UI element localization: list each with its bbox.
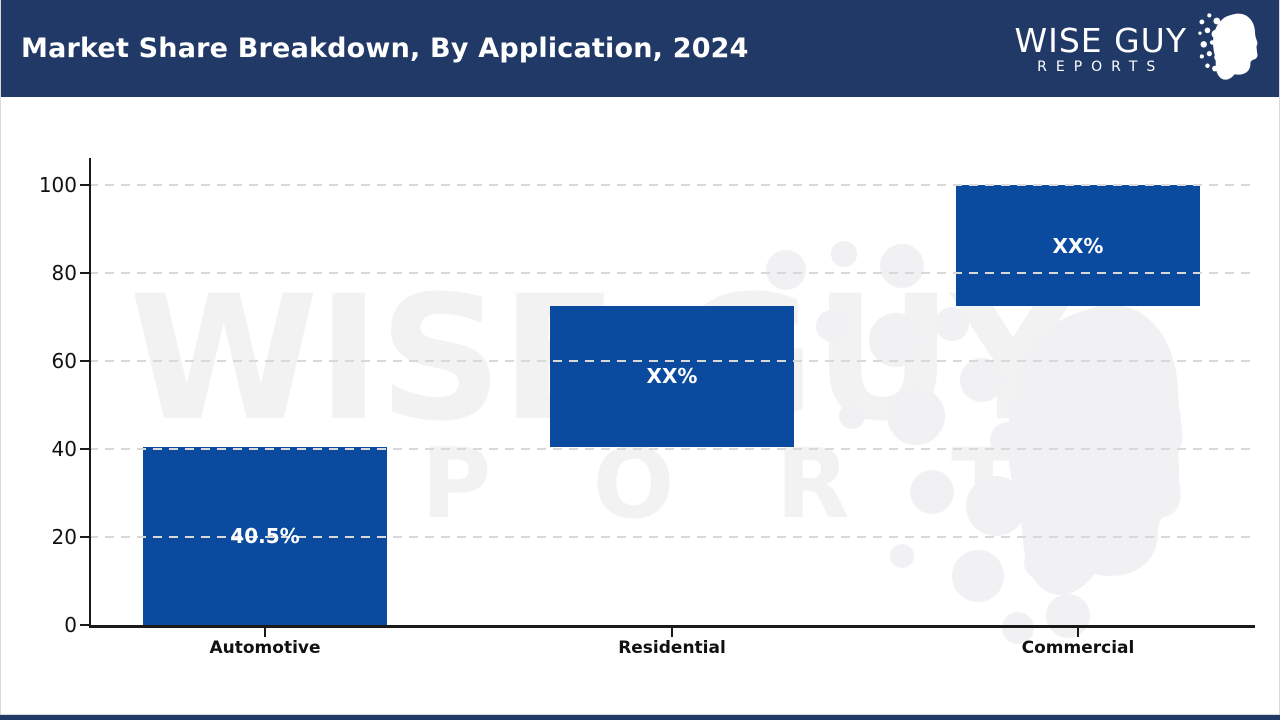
y-tick-label: 0 — [64, 613, 77, 637]
y-tick-label: 20 — [51, 525, 77, 549]
y-tick-mark — [80, 536, 89, 538]
y-tick-mark — [80, 184, 89, 186]
y-tick-mark — [80, 272, 89, 274]
x-axis-label-automotive: Automotive — [209, 638, 321, 658]
page-title: Market Share Breakdown, By Application, … — [21, 33, 749, 64]
bar-value-label: XX% — [1052, 233, 1104, 258]
x-tick-mark — [264, 628, 266, 637]
x-tick-mark — [671, 628, 673, 637]
y-tick-label: 80 — [51, 261, 77, 285]
bar-residential — [550, 306, 794, 447]
y-tick-label: 40 — [51, 437, 77, 461]
logo-reports-label: REPORTS — [1037, 58, 1165, 75]
bar-value-label: XX% — [646, 364, 698, 389]
y-tick-mark — [80, 448, 89, 450]
x-axis-label-commercial: Commercial — [1021, 638, 1135, 658]
gridline-100 — [89, 184, 1255, 186]
bar-automotive — [143, 446, 387, 625]
y-tick-label: 100 — [38, 173, 77, 197]
y-axis-spine — [89, 158, 91, 627]
logo-face-icon — [1198, 13, 1258, 80]
y-tick-mark — [80, 624, 89, 626]
x-tick-mark — [1077, 628, 1079, 637]
footer-hairline — [1, 714, 1279, 715]
gridline-20 — [89, 536, 1255, 538]
wiseguy-logo: WISE GUY REPORTS — [1005, 6, 1265, 92]
gridline-80 — [89, 272, 1255, 274]
footer-bar — [0, 715, 1280, 720]
gridline-60 — [89, 360, 1255, 362]
header-band: Market Share Breakdown, By Application, … — [1, 0, 1279, 97]
y-tick-label: 60 — [51, 349, 77, 373]
wiseguy-logo-text: WISE GUY REPORTS — [1014, 24, 1187, 75]
x-axis-spine — [89, 625, 1255, 628]
bar-commercial — [956, 185, 1200, 306]
y-tick-mark — [80, 360, 89, 362]
gridline-40 — [89, 448, 1255, 450]
bar-value-label: 40.5% — [230, 523, 300, 548]
x-axis-label-residential: Residential — [618, 638, 726, 658]
logo-wiseguy-label: WISE GUY — [1014, 20, 1187, 60]
